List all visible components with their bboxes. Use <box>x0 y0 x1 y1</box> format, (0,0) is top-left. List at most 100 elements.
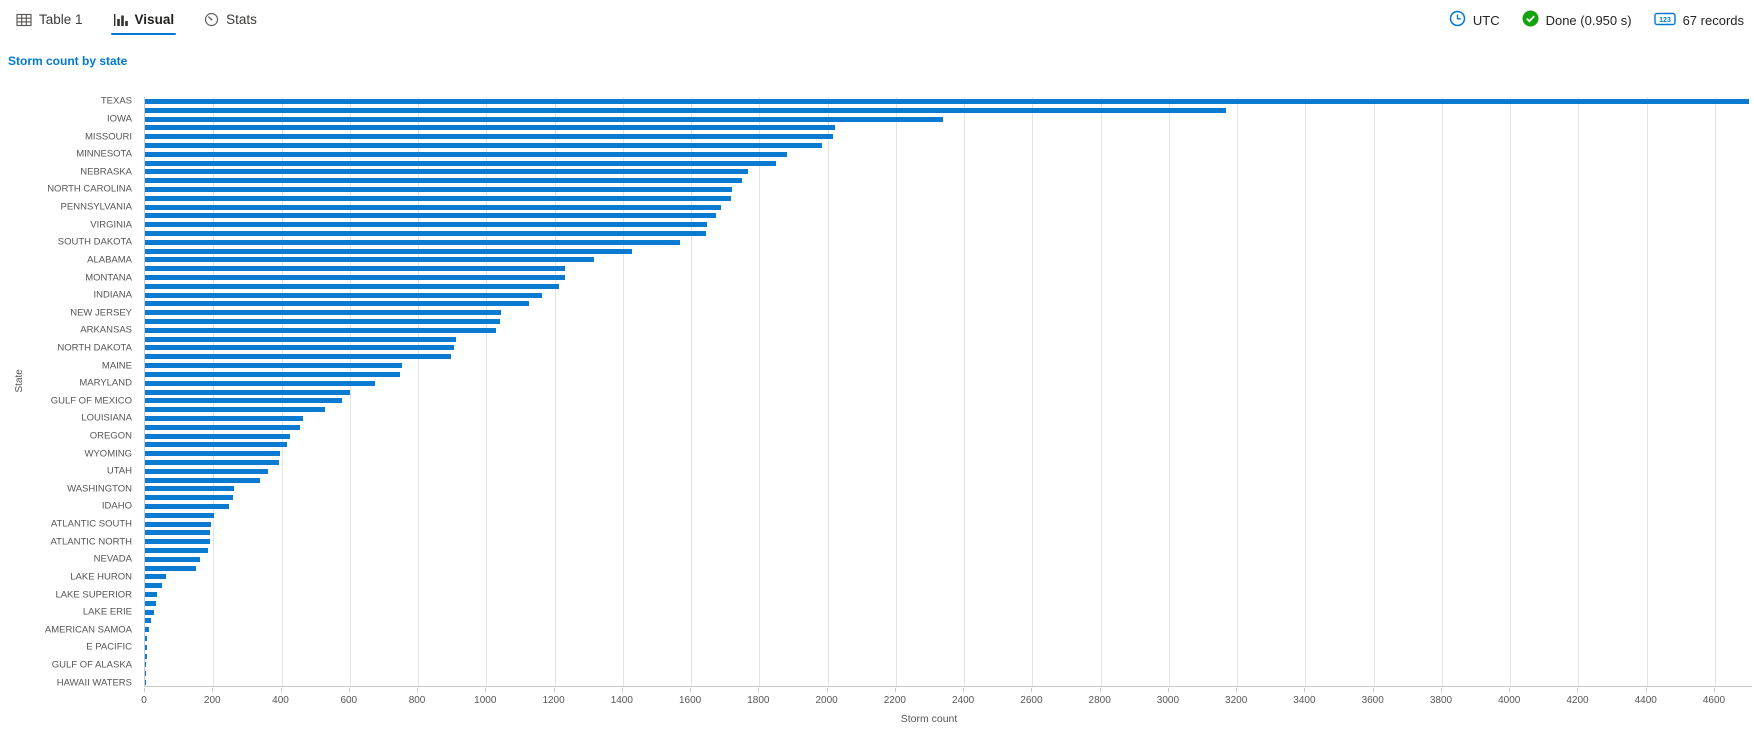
y-axis-label: AMERICAN SAMOA <box>44 624 132 636</box>
bar-lake-huron[interactable] <box>145 574 166 580</box>
bar[interactable] <box>145 336 456 342</box>
bar[interactable] <box>145 160 777 166</box>
bar[interactable] <box>145 636 148 642</box>
bar[interactable] <box>145 459 280 465</box>
bar-maryland[interactable] <box>145 380 376 386</box>
bar-south-dakota[interactable] <box>145 239 680 245</box>
bar-gulf-of-mexico[interactable] <box>145 398 342 404</box>
top-bar: Table 1 Visual Stats <box>0 0 1754 40</box>
bar[interactable] <box>145 671 147 677</box>
bar-virginia[interactable] <box>145 222 708 228</box>
bar[interactable] <box>145 319 501 325</box>
bar-indiana[interactable] <box>145 292 543 298</box>
bar[interactable] <box>145 230 706 236</box>
y-axis-label: PENNSYLVANIA <box>60 201 132 213</box>
bar[interactable] <box>145 548 208 553</box>
y-axis-label: LAKE ERIE <box>82 606 132 618</box>
y-axis-label: ARKANSAS <box>80 324 132 336</box>
bar[interactable] <box>145 618 152 624</box>
bar[interactable] <box>145 125 836 131</box>
bar-idaho[interactable] <box>145 503 230 509</box>
bar[interactable] <box>145 653 147 659</box>
bar-north-dakota[interactable] <box>145 345 454 351</box>
bar-hawaii-waters[interactable] <box>145 680 146 686</box>
x-axis-tick-label: 1800 <box>747 695 770 706</box>
x-axis-tick-label: 0 <box>141 695 147 706</box>
bar-nevada[interactable] <box>145 556 201 562</box>
x-axis-tick <box>621 688 623 692</box>
bar[interactable] <box>145 389 350 395</box>
bar[interactable] <box>145 442 287 448</box>
x-axis-tick <box>1645 688 1647 692</box>
bar-iowa[interactable] <box>145 116 943 122</box>
bar[interactable] <box>145 142 822 148</box>
bar-lake-erie[interactable] <box>145 609 154 615</box>
x-axis-tick <box>1509 688 1511 692</box>
bar-nebraska[interactable] <box>145 169 748 175</box>
gridline <box>759 97 761 686</box>
tab-visual[interactable]: Visual <box>110 3 177 37</box>
y-axis-label: SOUTH DAKOTA <box>57 236 132 248</box>
bar-american-samoa[interactable] <box>145 627 150 633</box>
bar[interactable] <box>145 512 214 518</box>
bar-montana[interactable] <box>145 275 565 281</box>
record-count-label: 67 records <box>1682 12 1744 28</box>
gridline <box>1032 97 1034 686</box>
bar[interactable] <box>145 583 163 589</box>
bar-oregon[interactable] <box>145 433 290 439</box>
y-axis-label: GULF OF ALASKA <box>51 659 132 671</box>
bar-alabama[interactable] <box>145 257 594 263</box>
query-done-status: Done (0.950 s) <box>1522 10 1632 30</box>
bar[interactable] <box>145 213 717 219</box>
bar-washington[interactable] <box>145 486 235 492</box>
bar[interactable] <box>145 354 452 360</box>
y-axis-label: MINNESOTA <box>76 148 132 160</box>
bar-texas[interactable] <box>145 98 1750 104</box>
y-axis-label: E PACIFIC <box>86 641 132 653</box>
bar-atlantic-north[interactable] <box>145 539 210 545</box>
bar[interactable] <box>145 371 401 377</box>
bar-utah[interactable] <box>145 468 268 474</box>
bar[interactable] <box>145 530 211 536</box>
tab-table1[interactable]: Table 1 <box>14 3 85 37</box>
y-axis-label: LAKE SUPERIOR <box>55 589 132 601</box>
bar[interactable] <box>145 301 529 307</box>
bar-maine[interactable] <box>145 363 402 369</box>
bar-pennsylvania[interactable] <box>145 204 721 210</box>
x-axis-tick-label: 3800 <box>1429 695 1453 706</box>
bar[interactable] <box>145 178 743 184</box>
bar[interactable] <box>145 283 560 289</box>
x-axis-tick <box>1440 688 1442 692</box>
timezone-selector[interactable]: UTC <box>1449 10 1500 30</box>
bar-e-pacific[interactable] <box>145 644 148 650</box>
bar[interactable] <box>145 477 261 483</box>
y-axis-label: OREGON <box>89 430 132 442</box>
bar-gulf-of-alaska[interactable] <box>145 662 147 668</box>
bar[interactable] <box>145 195 731 201</box>
bar[interactable] <box>145 565 196 571</box>
x-axis-tick <box>1372 688 1374 692</box>
bar-wyoming[interactable] <box>145 451 281 457</box>
bar-new-jersey[interactable] <box>145 310 502 316</box>
bar[interactable] <box>145 107 1226 113</box>
gridline <box>827 97 829 686</box>
y-axis-label: LAKE HURON <box>70 571 132 583</box>
bar-atlantic-south[interactable] <box>145 521 212 527</box>
bar-louisiana[interactable] <box>145 415 304 421</box>
bar[interactable] <box>145 600 156 606</box>
bar-arkansas[interactable] <box>145 327 496 333</box>
bar-lake-superior[interactable] <box>145 592 158 598</box>
bar[interactable] <box>145 495 233 501</box>
y-axis-label: LOUISIANA <box>81 412 132 424</box>
tab-stats[interactable]: Stats <box>202 3 259 37</box>
bar-minnesota[interactable] <box>145 151 787 157</box>
x-axis-tick-label: 4600 <box>1702 695 1726 706</box>
y-axis-label: NEBRASKA <box>80 166 132 178</box>
bar-north-carolina[interactable] <box>145 186 733 192</box>
bar[interactable] <box>145 407 325 413</box>
bar-missouri[interactable] <box>145 134 834 140</box>
y-axis-label: MISSOURI <box>85 131 132 143</box>
bar[interactable] <box>145 424 301 430</box>
bar[interactable] <box>145 266 566 272</box>
bar[interactable] <box>145 248 632 254</box>
